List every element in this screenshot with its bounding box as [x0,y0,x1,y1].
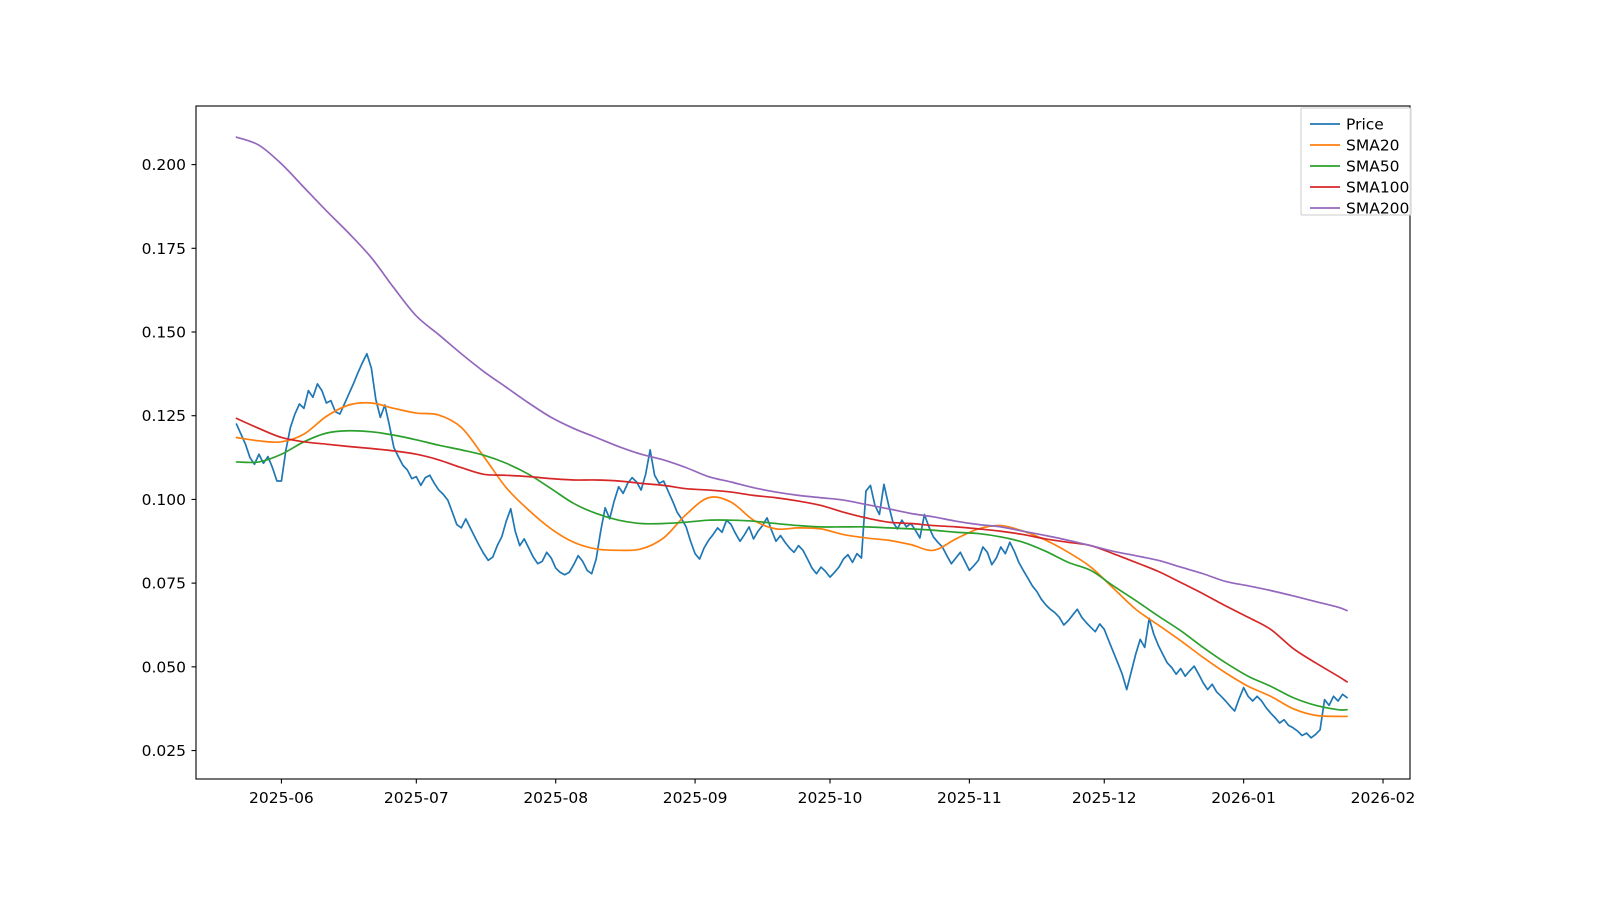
legend-box [1300,107,1412,216]
series-line-price [235,352,1348,739]
chart-legend: Price SMA20 SMA50 SMA100 SMA200 [1300,107,1412,218]
y-tick-label: 0.125 [142,407,186,425]
x-tick-label: 2025-10 [798,789,863,807]
legend-label-price: Price [1346,116,1384,134]
series-line-sma100 [235,417,1348,683]
axes-layer: 0.025 0.050 0.075 0.100 0.125 0.150 0.175 0.200… [142,105,1416,807]
x-tick-label: 2025-07 [384,789,449,807]
y-tick-label: 0.200 [142,156,186,174]
plot-area [235,136,1348,739]
x-tick-label: 2026-02 [1351,789,1416,807]
series-line-sma50 [235,429,1348,711]
legend-label-sma100: SMA100 [1346,179,1409,197]
y-tick-label: 0.050 [142,658,186,676]
axes-frame [195,105,1411,780]
legend-label-sma20: SMA20 [1346,137,1400,155]
x-tick-label: 2025-08 [523,789,588,807]
x-tick-label: 2025-09 [663,789,728,807]
y-tick-label: 0.075 [142,575,186,593]
series-line-sma20 [235,401,1348,718]
legend-label-sma50: SMA50 [1346,158,1400,176]
x-tick-label: 2026-01 [1211,789,1276,807]
x-tick-label: 2025-12 [1072,789,1137,807]
legend-label-sma200: SMA200 [1346,200,1409,218]
y-tick-label: 0.100 [142,491,186,509]
series-line-sma200 [235,136,1348,612]
x-tick-label: 2025-06 [249,789,314,807]
y-tick-label: 0.150 [142,324,186,342]
y-tick-label: 0.175 [142,240,186,258]
y-tick-label: 0.025 [142,742,186,760]
x-tick-label: 2025-11 [937,789,1002,807]
